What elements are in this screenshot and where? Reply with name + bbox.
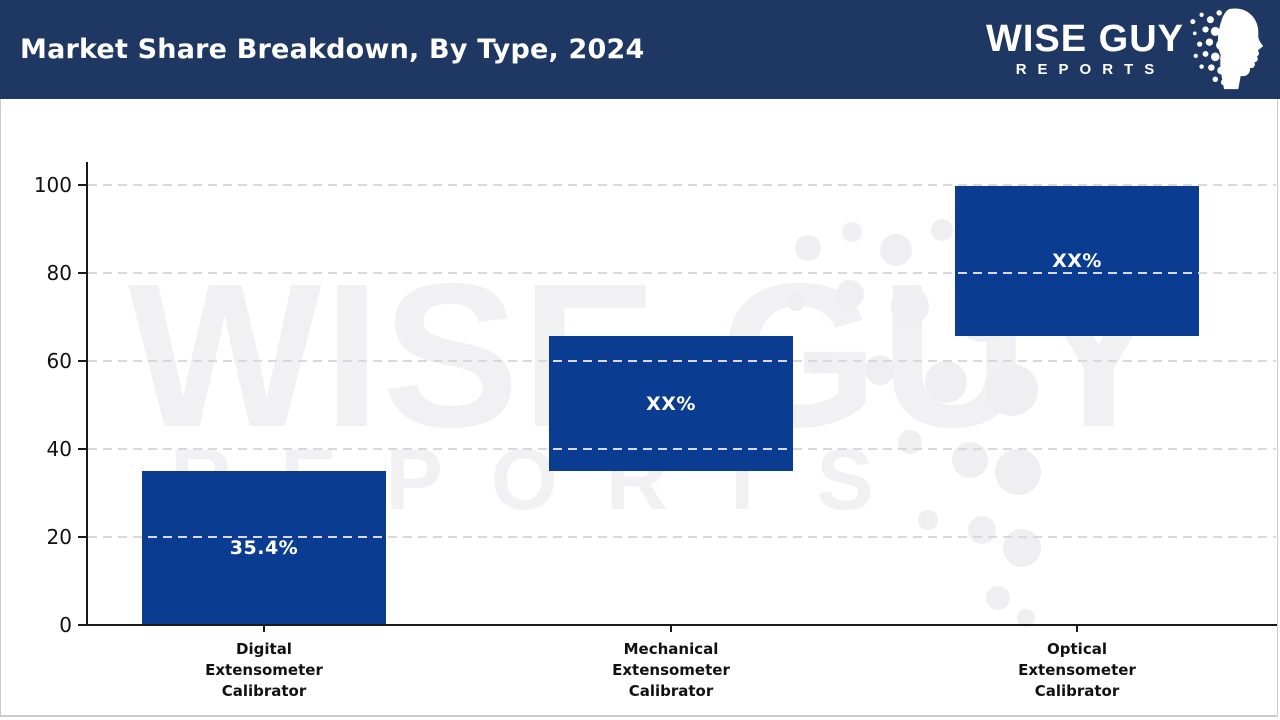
bar-digital-extensometer-calibrator: 35.4% [142,471,386,625]
x-axis-line [85,624,1277,626]
y-tick [78,360,86,362]
x-category-label-mechanical: Mechanical Extensometer Calibrator [612,640,730,700]
y-tick [78,184,86,186]
gridline-100 [88,184,1276,186]
gridline-20 [88,536,1276,538]
y-tick-label: 40 [46,437,72,461]
x-category-label-digital: Digital Extensometer Calibrator [205,640,323,700]
logo-subtitle: REPORTS [1015,61,1166,78]
bar-optical-extensometer-calibrator: XX% [955,186,1199,336]
bar-value-label: 35.4% [229,537,299,559]
header-bar: Market Share Breakdown, By Type, 2024 WI… [0,0,1280,99]
gridline-60 [88,360,1276,362]
gridline-80 [88,272,1276,274]
y-tick-label: 20 [46,525,72,549]
y-axis-line [86,162,88,626]
x-category-label-optical: Optical Extensometer Calibrator [1018,640,1136,700]
y-tick-label: 80 [46,261,72,285]
logo-wordmark: WISE GUY [985,18,1184,60]
bar-mechanical-extensometer-calibrator: XX% [549,336,793,471]
logo-head-icon [1190,8,1264,90]
gridline-40 [88,448,1276,450]
page-title: Market Share Breakdown, By Type, 2024 [20,34,645,65]
y-tick [78,272,86,274]
y-tick-label: 0 [59,613,72,637]
y-tick [78,624,86,626]
y-tick-label: 100 [33,173,72,197]
y-tick [78,448,86,450]
bar-value-label: XX% [646,392,696,415]
x-tick [263,626,265,632]
logo-text: WISE GUY REPORTS [986,18,1184,80]
y-tick [78,536,86,538]
bar-value-label: XX% [1052,250,1102,272]
y-tick-label: 60 [46,349,72,373]
x-tick [1076,626,1078,632]
x-tick [670,626,672,632]
wise-guy-reports-logo: WISE GUY REPORTS [986,6,1270,92]
